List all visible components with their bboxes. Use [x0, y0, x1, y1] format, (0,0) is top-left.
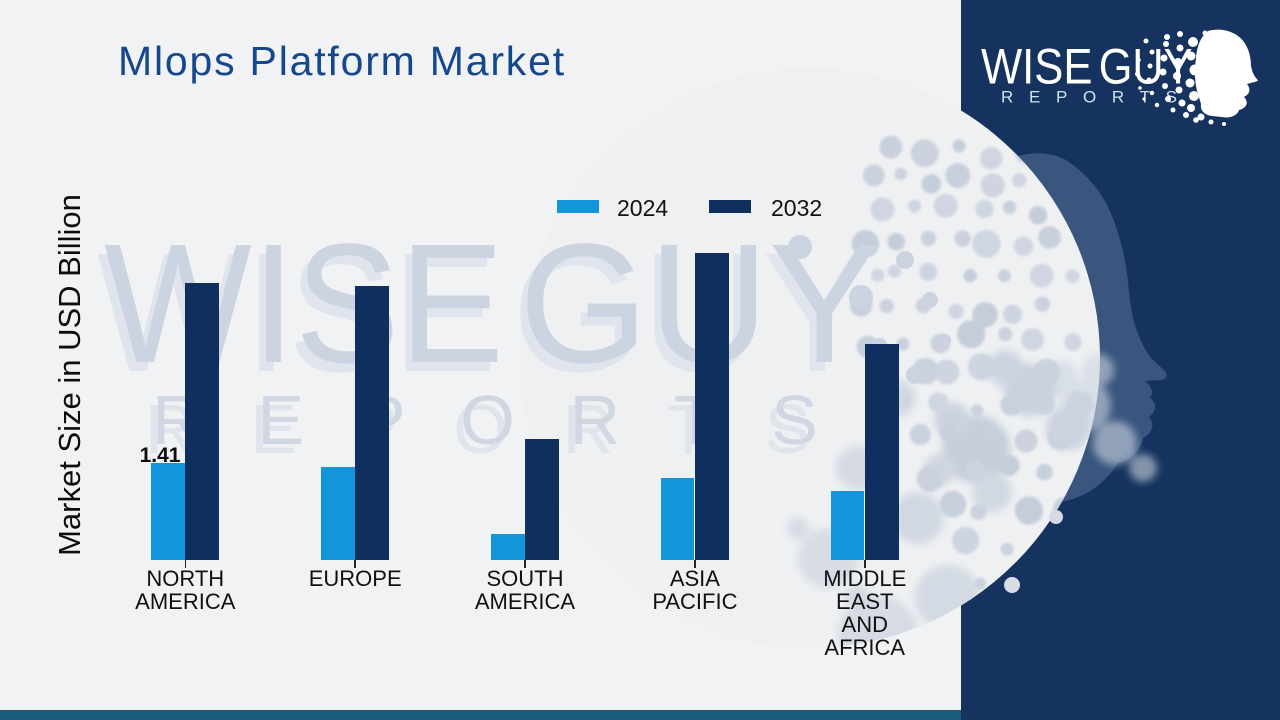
svg-text:GUY: GUY — [512, 218, 873, 408]
svg-text:WISE: WISE — [97, 218, 497, 408]
svg-text:WISE: WISE — [104, 209, 504, 399]
svg-text:WISE: WISE — [981, 39, 1093, 95]
